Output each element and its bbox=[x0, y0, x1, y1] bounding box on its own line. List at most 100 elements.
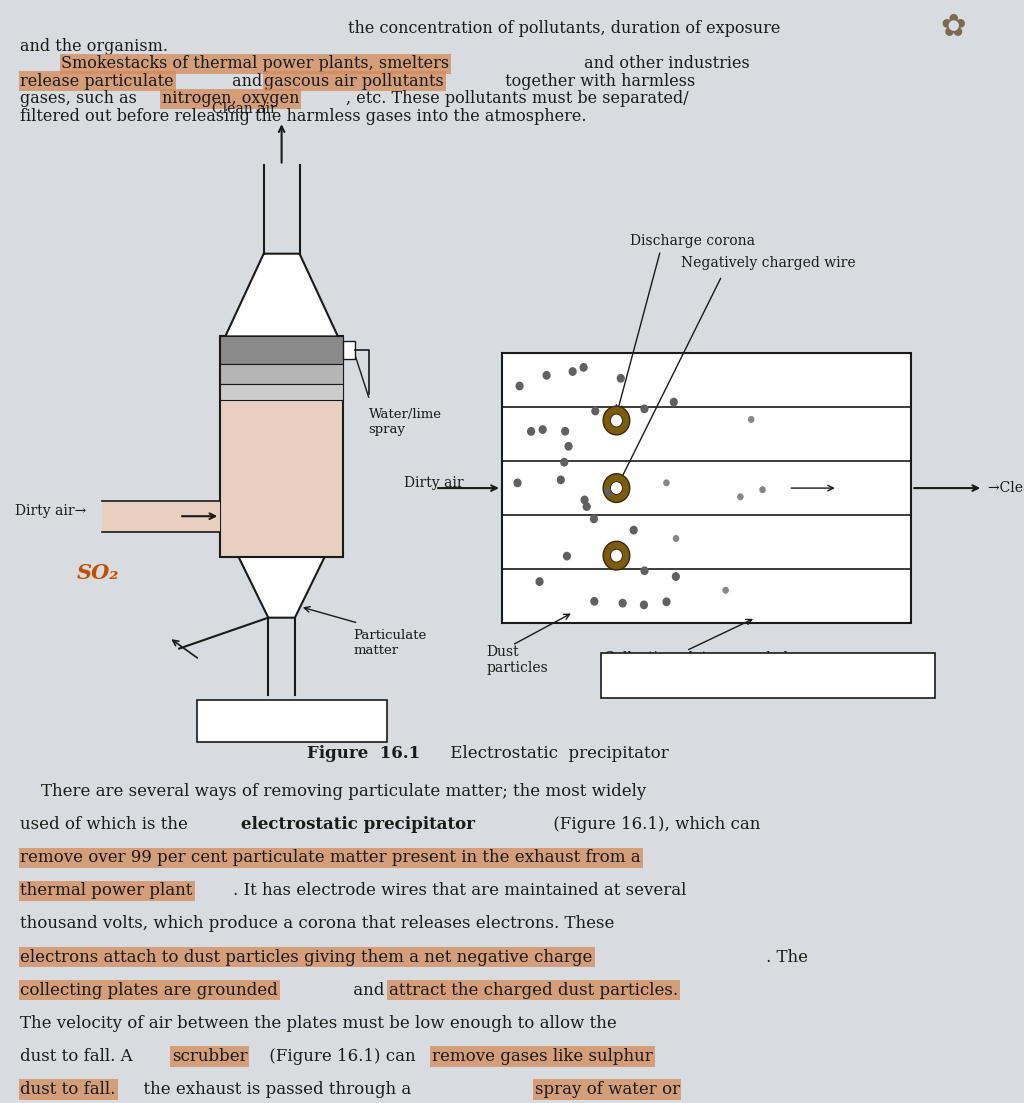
Text: release particulate: release particulate bbox=[20, 73, 174, 89]
Text: . The: . The bbox=[766, 949, 808, 965]
Circle shape bbox=[590, 597, 598, 606]
Text: , etc. These pollutants must be separated/: , etc. These pollutants must be separate… bbox=[346, 90, 689, 107]
Circle shape bbox=[539, 425, 547, 433]
Text: . It has electrode wires that are maintained at several: . It has electrode wires that are mainta… bbox=[233, 882, 687, 899]
Text: SO₂: SO₂ bbox=[77, 563, 119, 582]
Text: electrostatic precipitator: electrostatic precipitator bbox=[241, 816, 475, 833]
Circle shape bbox=[513, 479, 521, 488]
Circle shape bbox=[603, 406, 630, 435]
Text: and the organism.: and the organism. bbox=[20, 38, 169, 54]
Circle shape bbox=[515, 382, 523, 390]
Text: and: and bbox=[227, 73, 267, 89]
Text: collecting plates are grounded: collecting plates are grounded bbox=[20, 982, 279, 998]
Polygon shape bbox=[239, 557, 325, 618]
Text: (Figure 16.1) can: (Figure 16.1) can bbox=[264, 1048, 421, 1064]
Text: Electrostatic precipitator: Electrostatic precipitator bbox=[679, 668, 857, 683]
Bar bbox=[102, 501, 220, 532]
Circle shape bbox=[610, 482, 623, 494]
Circle shape bbox=[664, 480, 670, 486]
Bar bbox=[220, 384, 343, 400]
Text: attract the charged dust particles.: attract the charged dust particles. bbox=[389, 982, 678, 998]
Bar bbox=[220, 364, 343, 384]
Text: dust to fall.: dust to fall. bbox=[20, 1081, 116, 1097]
Circle shape bbox=[748, 416, 755, 422]
Circle shape bbox=[663, 598, 671, 607]
Text: Figure  16.1: Figure 16.1 bbox=[307, 745, 420, 761]
Circle shape bbox=[536, 577, 544, 586]
Text: (Figure 16.1), which can: (Figure 16.1), which can bbox=[548, 816, 760, 833]
Text: →Clean air: →Clean air bbox=[988, 481, 1024, 495]
Text: Electrostatic  precipitator: Electrostatic precipitator bbox=[445, 745, 670, 761]
Bar bbox=[220, 336, 343, 364]
FancyBboxPatch shape bbox=[601, 653, 935, 698]
Circle shape bbox=[603, 474, 630, 503]
Circle shape bbox=[564, 442, 572, 451]
Circle shape bbox=[543, 371, 551, 379]
Text: and: and bbox=[348, 982, 390, 998]
Text: Scrubber: Scrubber bbox=[259, 715, 325, 728]
Text: nitrogen, oxygen: nitrogen, oxygen bbox=[162, 90, 299, 107]
Circle shape bbox=[640, 600, 648, 609]
Bar bbox=[343, 341, 355, 358]
Circle shape bbox=[672, 572, 680, 581]
Text: spray of water or: spray of water or bbox=[535, 1081, 680, 1097]
Circle shape bbox=[722, 587, 729, 593]
Text: and other industries: and other industries bbox=[579, 55, 750, 72]
Circle shape bbox=[557, 475, 565, 484]
Text: scrubber: scrubber bbox=[172, 1048, 248, 1064]
Text: the concentration of pollutants, duration of exposure: the concentration of pollutants, duratio… bbox=[348, 20, 780, 36]
Circle shape bbox=[603, 542, 630, 570]
Text: remove over 99 per cent particulate matter present in the exhaust from a: remove over 99 per cent particulate matt… bbox=[20, 849, 641, 866]
Circle shape bbox=[616, 374, 625, 383]
Circle shape bbox=[618, 599, 627, 608]
Text: thermal power plant: thermal power plant bbox=[20, 882, 193, 899]
Text: Discharge corona: Discharge corona bbox=[630, 234, 755, 248]
Text: remove gases like sulphur: remove gases like sulphur bbox=[432, 1048, 653, 1064]
Circle shape bbox=[630, 526, 638, 535]
Text: gascous air pollutants: gascous air pollutants bbox=[264, 73, 444, 89]
Circle shape bbox=[527, 427, 536, 436]
Circle shape bbox=[581, 495, 589, 504]
Text: electrons attach to dust particles giving them a net negative charge: electrons attach to dust particles givin… bbox=[20, 949, 593, 965]
Circle shape bbox=[604, 488, 612, 496]
Circle shape bbox=[737, 493, 743, 501]
Text: used of which is the: used of which is the bbox=[20, 816, 194, 833]
Text: Dirty air: Dirty air bbox=[404, 475, 464, 490]
Text: dust to fall. A: dust to fall. A bbox=[20, 1048, 138, 1064]
Circle shape bbox=[563, 552, 571, 560]
Text: filtered out before releasing the harmless gases into the atmosphere.: filtered out before releasing the harmle… bbox=[20, 108, 587, 125]
Text: Water/lime
spray: Water/lime spray bbox=[369, 408, 441, 436]
Circle shape bbox=[670, 398, 678, 407]
Circle shape bbox=[591, 407, 599, 416]
Text: Smokestacks of thermal power plants, smelters: Smokestacks of thermal power plants, sme… bbox=[61, 55, 450, 72]
Text: ✿: ✿ bbox=[940, 13, 966, 42]
Circle shape bbox=[610, 549, 623, 563]
Text: gases, such as: gases, such as bbox=[20, 90, 142, 107]
Text: thousand volts, which produce a corona that releases electrons. These: thousand volts, which produce a corona t… bbox=[20, 915, 614, 932]
Text: the exhaust is passed through a: the exhaust is passed through a bbox=[133, 1081, 417, 1097]
Text: There are several ways of removing particulate matter; the most widely: There are several ways of removing parti… bbox=[41, 783, 646, 800]
Polygon shape bbox=[225, 254, 338, 336]
Circle shape bbox=[560, 458, 568, 467]
Text: Negatively charged wire: Negatively charged wire bbox=[681, 256, 856, 270]
FancyBboxPatch shape bbox=[197, 700, 387, 742]
Text: Clean air: Clean air bbox=[212, 101, 276, 116]
Text: together with harmless: together with harmless bbox=[500, 73, 695, 89]
Text: Dirty air→: Dirty air→ bbox=[15, 504, 87, 517]
Circle shape bbox=[580, 363, 588, 372]
Circle shape bbox=[673, 535, 679, 542]
Circle shape bbox=[610, 414, 623, 427]
Circle shape bbox=[640, 566, 648, 575]
Circle shape bbox=[759, 486, 766, 493]
Circle shape bbox=[583, 502, 591, 511]
Text: Particulate
matter: Particulate matter bbox=[353, 629, 427, 656]
Circle shape bbox=[640, 405, 648, 414]
Bar bbox=[220, 336, 343, 557]
Text: Collection plate grounded: Collection plate grounded bbox=[604, 651, 788, 665]
Circle shape bbox=[568, 367, 577, 376]
Text: The velocity of air between the plates must be low enough to allow the: The velocity of air between the plates m… bbox=[20, 1015, 617, 1031]
Circle shape bbox=[561, 427, 569, 436]
Bar bbox=[502, 353, 911, 623]
Text: Dust
particles: Dust particles bbox=[486, 645, 548, 675]
Circle shape bbox=[590, 514, 598, 523]
